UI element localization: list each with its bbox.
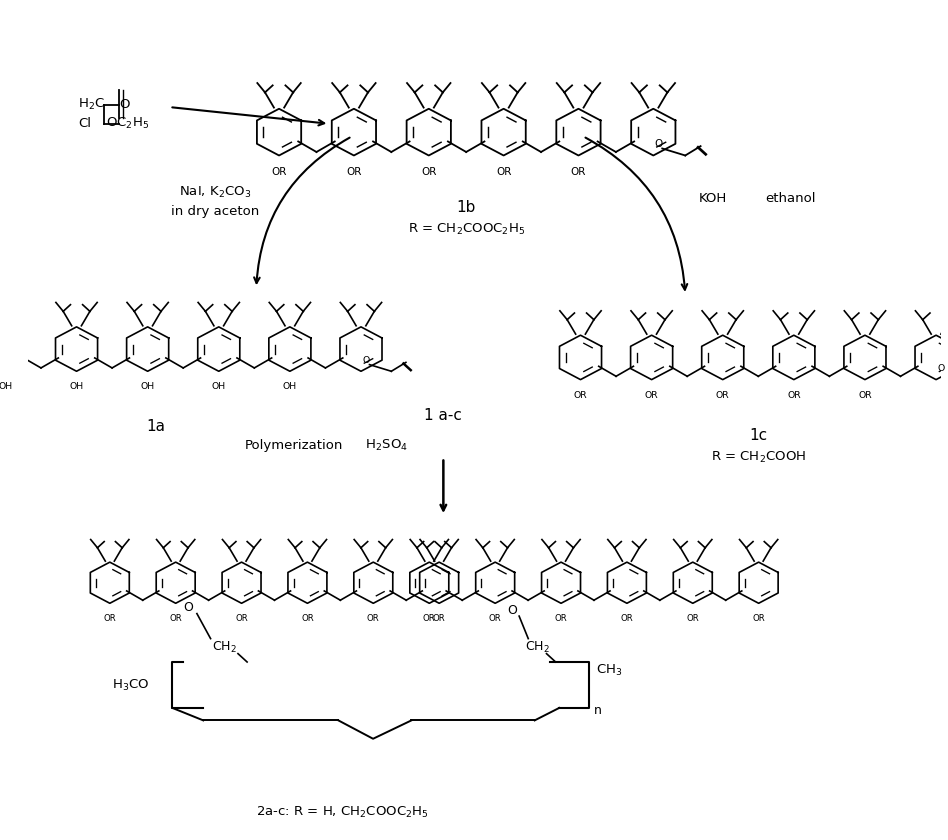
Text: 1 a-c: 1 a-c — [425, 408, 463, 423]
Text: 2a-c: R = H, CH$_2$COOC$_2$H$_5$: 2a-c: R = H, CH$_2$COOC$_2$H$_5$ — [256, 805, 429, 820]
Text: OR: OR — [346, 167, 361, 177]
Text: in dry aceton: in dry aceton — [171, 205, 260, 218]
Text: OR: OR — [555, 613, 568, 622]
Text: OR: OR — [489, 613, 501, 622]
Text: OH: OH — [69, 382, 83, 391]
Text: OR: OR — [858, 391, 872, 400]
Text: NaI, K$_2$CO$_3$: NaI, K$_2$CO$_3$ — [179, 185, 251, 200]
Text: OR: OR — [621, 613, 633, 622]
Text: CH$_3$: CH$_3$ — [595, 663, 622, 678]
Text: KOH: KOH — [699, 192, 727, 205]
Text: OR: OR — [170, 613, 182, 622]
Text: H$_3$CO: H$_3$CO — [112, 678, 150, 693]
Text: R = CH$_2$COOH: R = CH$_2$COOH — [711, 450, 806, 465]
Text: 1a: 1a — [146, 419, 165, 434]
Text: ethanol: ethanol — [765, 192, 815, 205]
Text: OH: OH — [211, 382, 226, 391]
Text: Polymerization: Polymerization — [245, 438, 343, 452]
Text: OR: OR — [787, 391, 801, 400]
Text: OR: OR — [753, 613, 765, 622]
Text: Cl: Cl — [79, 118, 91, 130]
Text: OH: OH — [283, 382, 297, 391]
Text: OR: OR — [433, 613, 446, 622]
Text: OR: OR — [571, 167, 586, 177]
Text: 1b: 1b — [457, 200, 476, 215]
Text: H$_2$C: H$_2$C — [79, 97, 105, 112]
Text: O: O — [184, 601, 193, 614]
Text: OR: OR — [716, 391, 730, 400]
Text: CH$_2$: CH$_2$ — [525, 639, 550, 654]
Text: O: O — [938, 364, 944, 373]
Text: CH$_2$: CH$_2$ — [211, 639, 237, 654]
Text: O: O — [654, 139, 663, 149]
Text: R = CH$_2$COOC$_2$H$_5$: R = CH$_2$COOC$_2$H$_5$ — [408, 223, 525, 237]
Text: OR: OR — [686, 613, 700, 622]
Text: OR: OR — [421, 167, 436, 177]
Text: OH: OH — [0, 382, 12, 391]
Text: OR: OR — [271, 167, 286, 177]
Text: OR: OR — [496, 167, 511, 177]
Text: H$_2$SO$_4$: H$_2$SO$_4$ — [356, 438, 408, 453]
Text: OR: OR — [301, 613, 314, 622]
Text: OC$_2$H$_5$: OC$_2$H$_5$ — [105, 116, 149, 131]
Text: O: O — [362, 355, 370, 365]
Text: OR: OR — [645, 391, 659, 400]
Text: O: O — [507, 604, 517, 617]
Text: OR: OR — [103, 613, 117, 622]
Text: OR: OR — [235, 613, 248, 622]
Text: n: n — [594, 704, 602, 717]
Text: OR: OR — [423, 613, 436, 622]
Text: O: O — [119, 98, 130, 111]
Text: OR: OR — [574, 391, 588, 400]
Text: OR: OR — [367, 613, 379, 622]
Text: 1c: 1c — [749, 428, 767, 443]
Text: OH: OH — [140, 382, 155, 391]
